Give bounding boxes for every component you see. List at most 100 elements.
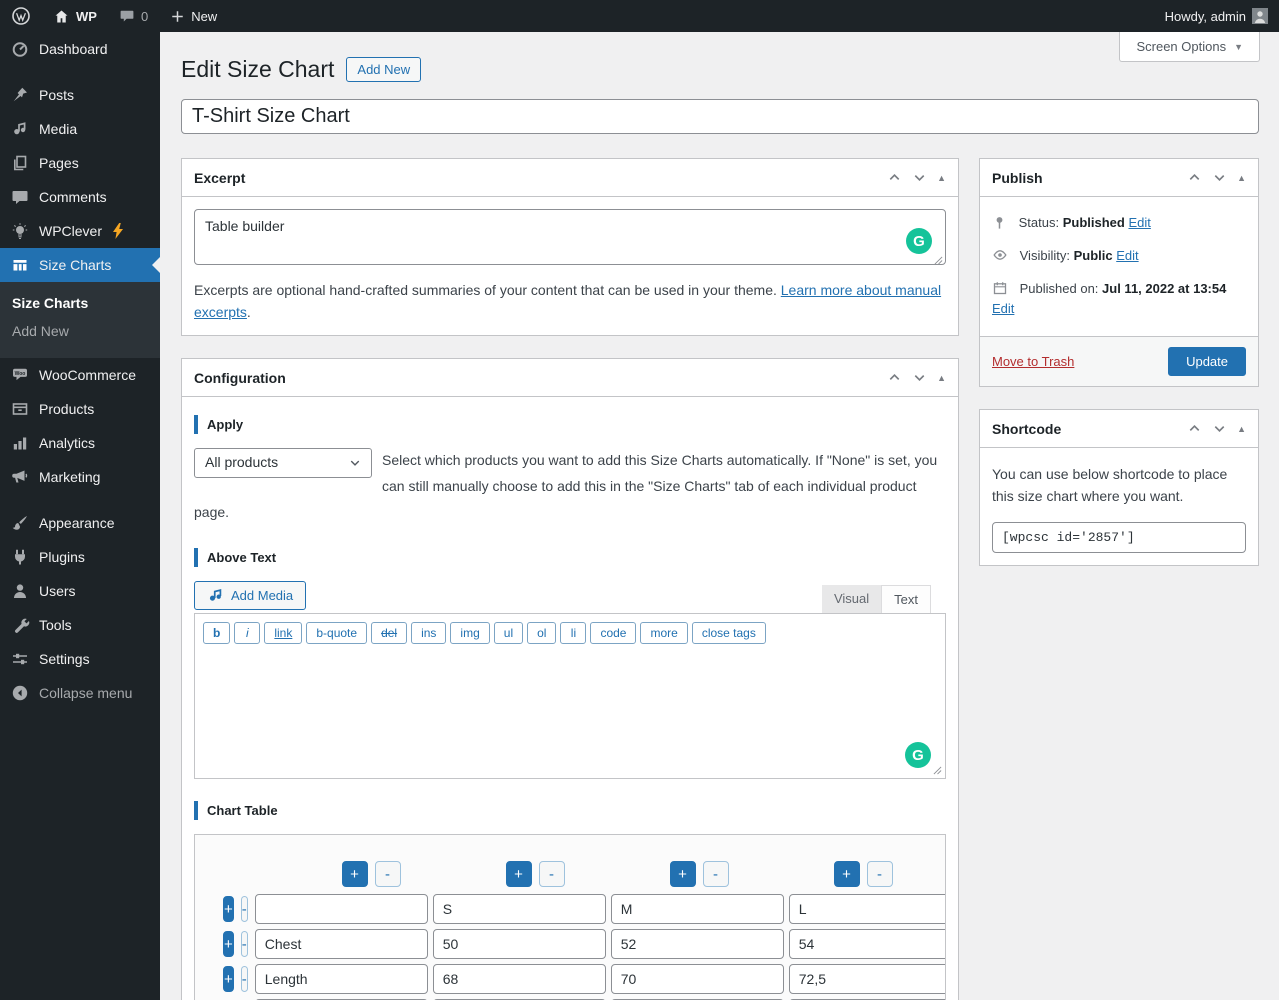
sidebar-item-woocommerce[interactable]: Woo WooCommerce xyxy=(0,358,160,392)
remove-row-button[interactable]: - xyxy=(240,966,248,993)
wrench-icon xyxy=(10,615,30,635)
apply-select[interactable]: All products xyxy=(194,448,372,479)
quicktag-code[interactable]: code xyxy=(590,622,637,645)
panel-toggle-icon[interactable]: ▲ xyxy=(1237,172,1246,183)
quicktag-ins[interactable]: ins xyxy=(411,622,447,645)
sidebar-item-marketing[interactable]: Marketing xyxy=(0,460,160,494)
cell-input[interactable] xyxy=(432,964,606,995)
tab-visual[interactable]: Visual xyxy=(821,585,882,614)
cell-input[interactable] xyxy=(788,929,945,960)
excerpt-help-link[interactable]: Learn more about manual excerpts xyxy=(194,282,942,320)
cell-input[interactable] xyxy=(254,964,428,995)
sidebar-item-settings[interactable]: Settings xyxy=(0,642,160,676)
collapse-menu-button[interactable]: Collapse menu xyxy=(0,676,160,710)
cell-input[interactable] xyxy=(788,894,945,925)
move-down-icon[interactable] xyxy=(912,370,927,385)
apply-section-label: Apply xyxy=(194,415,946,435)
cell-input[interactable] xyxy=(788,964,945,995)
move-down-icon[interactable] xyxy=(912,170,927,185)
resize-handle[interactable] xyxy=(933,766,942,775)
add-row-button[interactable]: + xyxy=(223,896,234,923)
add-column-button[interactable]: + xyxy=(833,861,860,888)
remove-column-button[interactable]: - xyxy=(538,861,565,888)
move-down-icon[interactable] xyxy=(1212,421,1227,436)
move-up-icon[interactable] xyxy=(1187,170,1202,185)
add-new-button[interactable]: Add New xyxy=(346,56,422,82)
add-column-button[interactable]: + xyxy=(669,861,696,888)
sidebar-item-comments[interactable]: Comments xyxy=(0,180,160,214)
remove-column-button[interactable]: - xyxy=(866,861,893,888)
panel-toggle-icon[interactable]: ▲ xyxy=(937,372,946,383)
above-text-textarea[interactable]: G xyxy=(195,650,945,779)
cell-input[interactable] xyxy=(254,894,428,925)
panel-toggle-icon[interactable]: ▲ xyxy=(1237,423,1246,434)
move-up-icon[interactable] xyxy=(887,170,902,185)
new-content-menu[interactable]: New xyxy=(159,0,228,32)
woocommerce-icon: Woo xyxy=(10,365,30,385)
move-down-icon[interactable] xyxy=(1212,170,1227,185)
cell-input[interactable] xyxy=(432,894,606,925)
sidebar-item-dashboard[interactable]: Dashboard xyxy=(0,32,160,66)
submenu-add-new[interactable]: Add New xyxy=(12,323,69,339)
edit-status-link[interactable]: Edit xyxy=(1128,215,1151,230)
panel-toggle-icon[interactable]: ▲ xyxy=(937,172,946,183)
cell-input[interactable] xyxy=(610,964,784,995)
cell-input[interactable] xyxy=(254,929,428,960)
cell-input[interactable] xyxy=(610,929,784,960)
sidebar-item-wpclever[interactable]: WPClever xyxy=(0,214,160,248)
update-button[interactable]: Update xyxy=(1168,347,1246,377)
sidebar-item-users[interactable]: Users xyxy=(0,574,160,608)
quicktag-del[interactable]: del xyxy=(371,622,408,645)
resize-handle[interactable] xyxy=(934,256,943,265)
remove-column-button[interactable]: - xyxy=(374,861,401,888)
sidebar-item-products[interactable]: Products xyxy=(0,392,160,426)
cell-input[interactable] xyxy=(610,894,784,925)
post-title-input[interactable] xyxy=(181,99,1259,134)
tab-text[interactable]: Text xyxy=(881,585,931,614)
move-to-trash-link[interactable]: Move to Trash xyxy=(992,354,1075,370)
edit-visibility-link[interactable]: Edit xyxy=(1116,247,1139,263)
remove-row-button[interactable]: - xyxy=(240,931,248,958)
above-text-section-label: Above Text xyxy=(194,548,946,568)
sidebar-item-plugins[interactable]: Plugins xyxy=(0,540,160,574)
submenu-size-charts[interactable]: Size Charts xyxy=(12,295,89,311)
my-account-menu[interactable]: Howdy, admin xyxy=(1154,0,1279,32)
screen-options-button[interactable]: Screen Options ▼ xyxy=(1119,32,1260,62)
grammarly-icon[interactable]: G xyxy=(906,228,932,254)
add-column-button[interactable]: + xyxy=(341,861,368,888)
quicktag-ul[interactable]: ul xyxy=(493,622,524,645)
quicktag-bold[interactable]: b xyxy=(203,622,231,645)
shortcode-input[interactable] xyxy=(992,521,1246,553)
quicktag-link[interactable]: link xyxy=(264,622,303,645)
sidebar-item-pages[interactable]: Pages xyxy=(0,146,160,180)
move-up-icon[interactable] xyxy=(887,370,902,385)
quicktag-more[interactable]: more xyxy=(640,622,688,645)
sidebar-item-tools[interactable]: Tools xyxy=(0,608,160,642)
quicktag-ol[interactable]: ol xyxy=(527,622,557,645)
quicktag-bquote[interactable]: b-quote xyxy=(306,622,368,645)
site-name-link[interactable]: WP xyxy=(42,0,108,32)
remove-column-button[interactable]: - xyxy=(702,861,729,888)
comments-shortcut[interactable]: 0 xyxy=(108,0,159,32)
wordpress-menu[interactable] xyxy=(0,0,42,32)
add-column-button[interactable]: + xyxy=(505,861,532,888)
quicktag-li[interactable]: li xyxy=(560,622,587,645)
quicktag-italic[interactable]: i xyxy=(234,622,261,645)
edit-published-link[interactable]: Edit xyxy=(992,301,1015,317)
sidebar-item-size-charts[interactable]: Size Charts xyxy=(0,248,160,282)
add-row-button[interactable]: + xyxy=(223,966,234,993)
grammarly-icon[interactable]: G xyxy=(905,742,931,769)
add-media-button[interactable]: Add Media xyxy=(194,581,307,611)
excerpt-textarea[interactable] xyxy=(194,209,946,265)
admin-bar: WP 0 New Howdy, admin xyxy=(0,0,1279,32)
sidebar-item-analytics[interactable]: Analytics xyxy=(0,426,160,460)
move-up-icon[interactable] xyxy=(1187,421,1202,436)
cell-input[interactable] xyxy=(432,929,606,960)
sidebar-item-posts[interactable]: Posts xyxy=(0,78,160,112)
quicktag-img[interactable]: img xyxy=(450,622,490,645)
quicktag-close-tags[interactable]: close tags xyxy=(691,622,766,645)
remove-row-button[interactable]: - xyxy=(240,896,248,923)
sidebar-item-appearance[interactable]: Appearance xyxy=(0,506,160,540)
sidebar-item-media[interactable]: Media xyxy=(0,112,160,146)
add-row-button[interactable]: + xyxy=(223,931,234,958)
